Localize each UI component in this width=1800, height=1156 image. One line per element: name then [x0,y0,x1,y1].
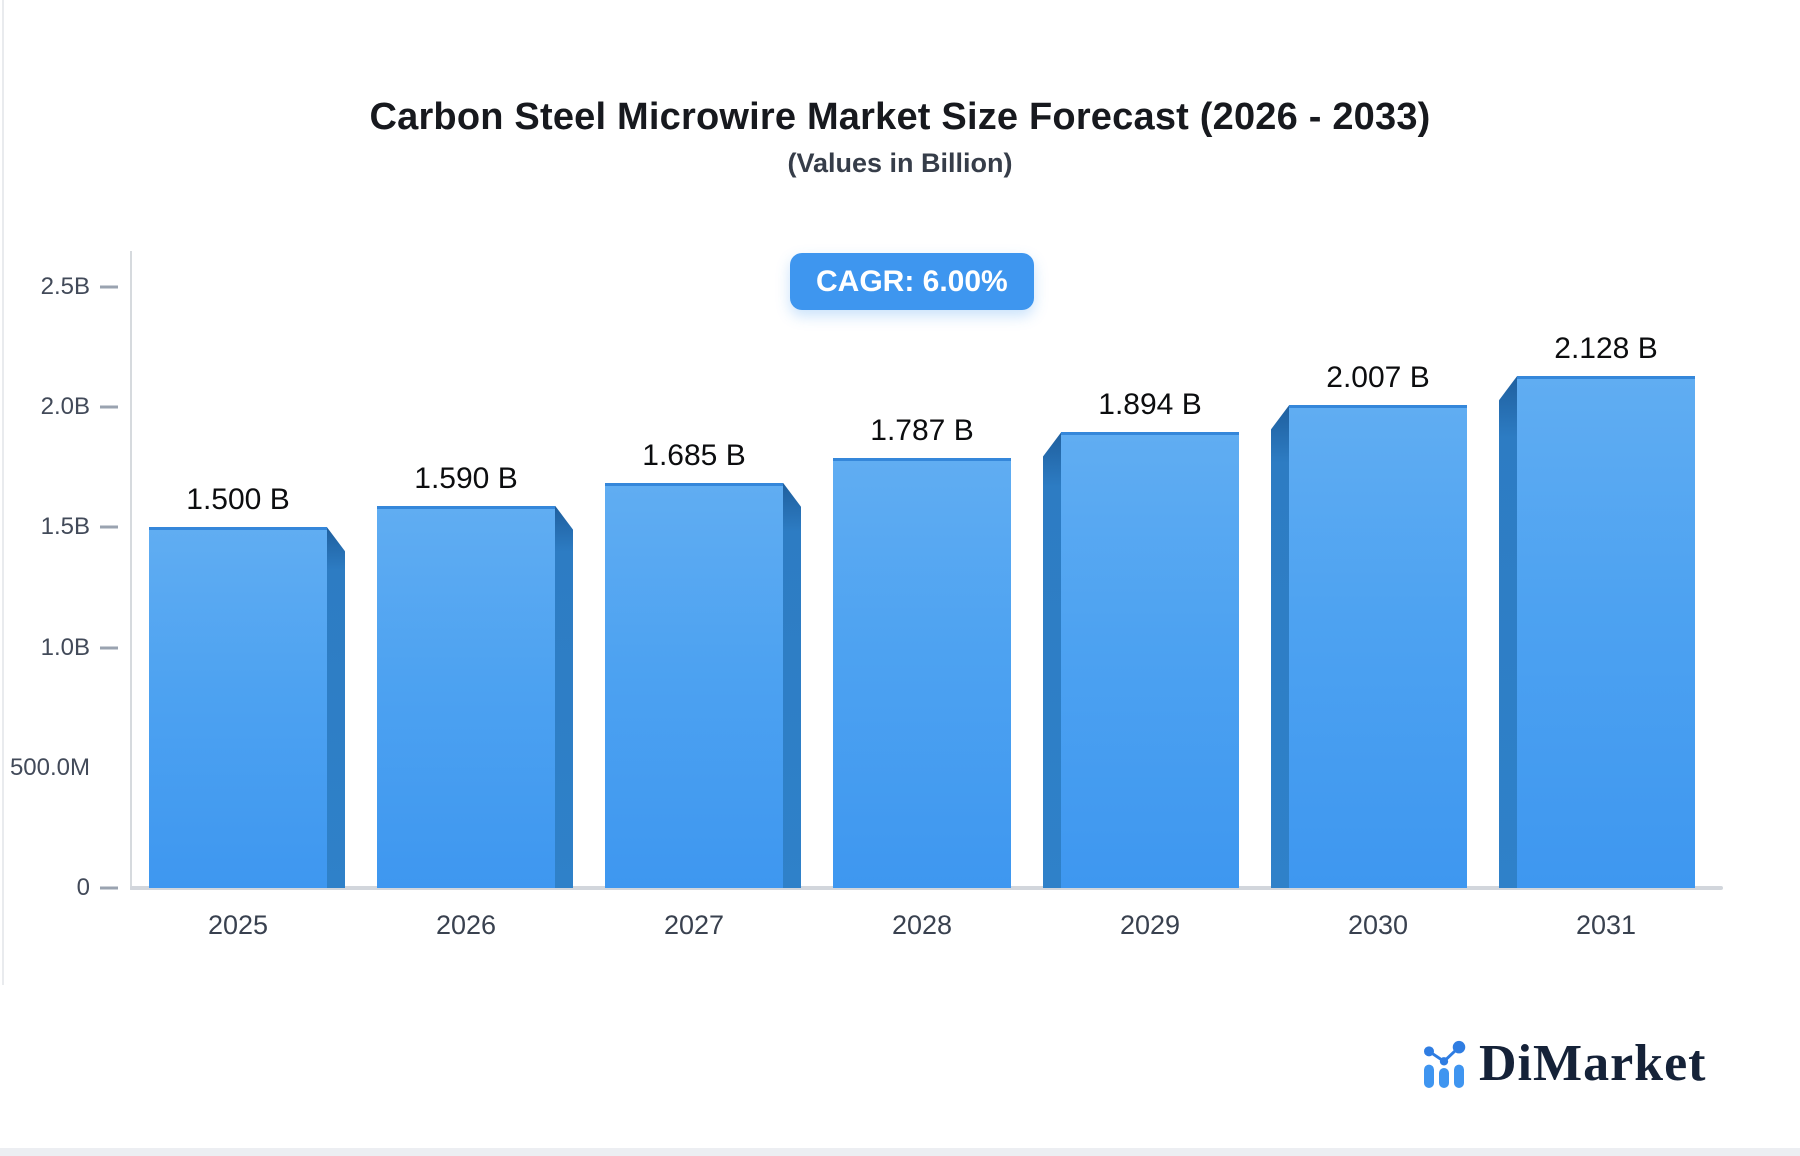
bar-value-label: 1.787 B [870,414,974,448]
dimarket-logo[interactable]: DiMarket [1419,1036,1706,1092]
y-tick-dash [100,525,118,529]
bar-2029[interactable] [1061,432,1239,888]
x-axis-label-2031: 2031 [1575,910,1637,940]
bar-2031[interactable] [1517,376,1695,888]
bar-bevel-left [1043,432,1061,888]
bar-value-label: 1.500 B [186,483,290,517]
page-left-edge [2,0,4,985]
cagr-badge-label: CAGR: 6.00% [816,264,1008,298]
bar-chart-with-trendline-icon [1424,1040,1466,1088]
cagr-badge: CAGR: 6.00% [790,253,1034,310]
bar-2028[interactable] [833,458,1011,888]
bar-bevel-left [1271,405,1289,888]
logo-text: DiMarket [1479,1035,1707,1092]
y-tick-label: 500.0M [9,753,90,781]
x-axis-label-2025: 2025 [207,910,269,940]
bar-2027[interactable] [605,482,783,888]
bar-value-label: 2.128 B [1554,332,1658,366]
x-axis-label-2027: 2027 [663,910,725,940]
bar-value-label: 1.894 B [1098,388,1202,422]
bar-bevel-right [555,505,573,888]
chart-subtitle: (Values in Billion) [787,148,1013,178]
bar-value-label: 1.685 B [642,438,746,472]
y-tick-dash [100,285,118,289]
bar-2026[interactable] [377,505,555,888]
y-tick-label: 2.5B [40,272,90,300]
bar-2030[interactable] [1289,405,1467,888]
page-bottom-edge [0,1148,1800,1156]
x-axis-label-2026: 2026 [435,910,497,940]
y-tick-dash [100,646,118,649]
y-tick-label: 1.5B [40,513,90,541]
y-tick-label: 1.0B [40,633,90,661]
bar-2025[interactable] [149,527,327,888]
bar-bevel-right [327,527,345,888]
bar-value-label: 2.007 B [1326,361,1430,395]
bar-bevel-left [1499,376,1517,888]
chart-title: Carbon Steel Microwire Market Size Forec… [369,96,1431,138]
bar-value-label: 1.590 B [414,461,518,495]
x-axis-baseline [130,886,1723,890]
y-tick-label: 2.0B [40,393,90,420]
bar-bevel-right [783,482,801,888]
y-tick-dash [100,886,118,890]
y-axis-line [130,250,132,890]
x-axis-label-2029: 2029 [1119,910,1181,940]
y-tick-label: 0 [76,874,90,901]
x-axis-label-2030: 2030 [1347,910,1409,940]
x-axis-label-2028: 2028 [891,910,953,940]
y-tick-dash [100,405,118,409]
